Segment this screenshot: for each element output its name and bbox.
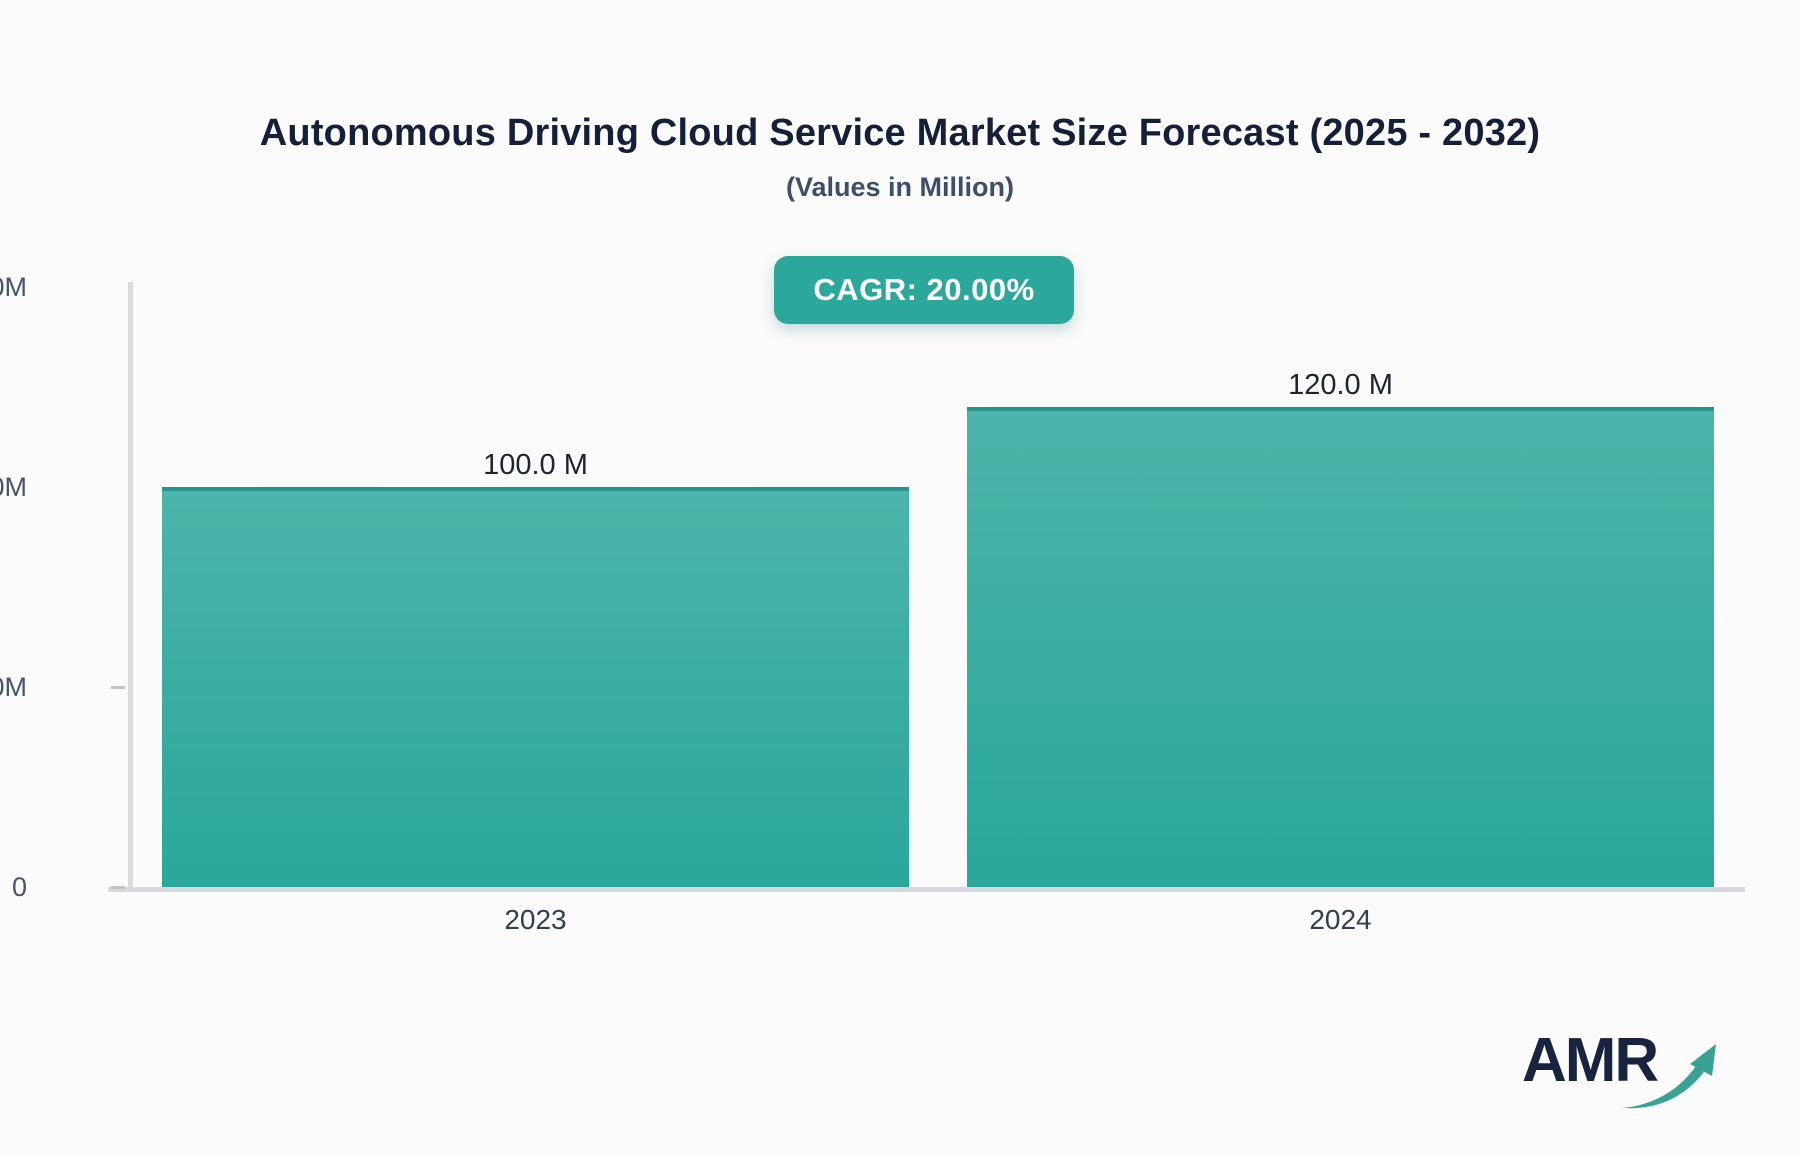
x-axis-category-label: 2023 <box>504 904 567 935</box>
y-axis-tick-label: 100.0M <box>0 472 27 502</box>
cagr-badge: CAGR: 20.00% <box>774 256 1074 324</box>
y-axis-line <box>128 282 133 888</box>
amr-logo-text: AMR <box>1522 1026 1659 1095</box>
bar-value-label: 120.0 M <box>1288 369 1393 401</box>
bar-2023[interactable]: 100.0 M <box>162 449 909 887</box>
chart-subtitle: (Values in Million) <box>785 172 1015 202</box>
bar-group-2024: 120.0 M <box>938 287 1743 887</box>
y-axis-tick-label: 50.0M <box>0 672 27 702</box>
bar-value-label: 100.0 M <box>483 449 588 481</box>
bar-group-2023: 100.0 M <box>133 287 938 887</box>
chart-title: Autonomous Driving Cloud Service Market … <box>259 112 1541 154</box>
y-axis-tick-mark <box>111 886 125 889</box>
y-axis-tick-mark <box>111 686 125 689</box>
y-axis-tick-label: 0 <box>11 872 27 902</box>
growth-arrow-icon <box>1622 1044 1716 1109</box>
y-axis-tick-label: 150.0M <box>0 272 27 302</box>
bar-2024[interactable]: 120.0 M <box>967 369 1714 887</box>
bar-chart: 150.0M 100.0M 50.0M 0 100.0 M 120.0 M 20… <box>0 274 1745 935</box>
x-axis-line <box>108 887 1745 892</box>
x-axis-category-label: 2024 <box>1309 904 1372 935</box>
amr-logo: AMR <box>1522 1022 1722 1112</box>
